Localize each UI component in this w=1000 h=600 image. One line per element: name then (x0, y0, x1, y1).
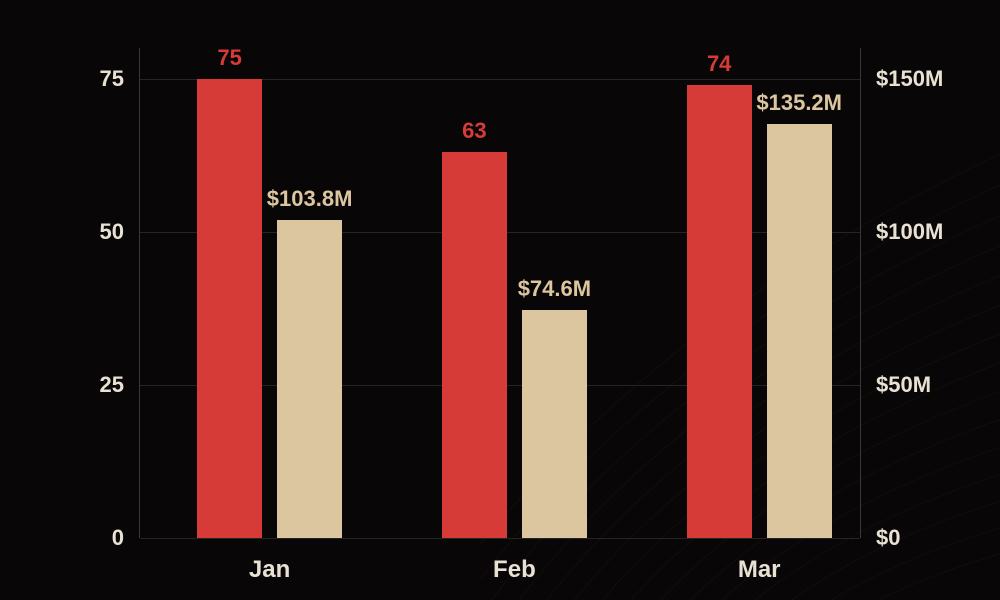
y-left-tick-label: 75 (100, 66, 124, 92)
y-axis-left-line (139, 48, 140, 538)
y-right-tick-label: $150M (876, 66, 943, 92)
y-left-tick-label: 25 (100, 372, 124, 398)
stage: 0255075 $0$50M$100M$150M 75$103.8M63$74.… (0, 0, 1000, 600)
bar-count: 74 (687, 85, 752, 538)
gridline (140, 538, 860, 539)
bar-amount: $135.2M (767, 124, 832, 538)
plot-area: 0255075 $0$50M$100M$150M 75$103.8M63$74.… (140, 48, 860, 538)
bar-amount-label: $103.8M (267, 186, 353, 212)
bar-count: 75 (197, 79, 262, 538)
x-axis-label: Feb (493, 556, 536, 584)
bar-amount-label: $135.2M (756, 90, 842, 116)
bar-amount: $74.6M (522, 310, 587, 538)
bar-amount: $103.8M (277, 220, 342, 538)
y-left-tick-label: 0 (112, 525, 124, 551)
y-right-tick-label: $50M (876, 372, 931, 398)
y-right-tick-label: $0 (876, 525, 900, 551)
x-axis-label: Jan (249, 556, 290, 584)
bar-amount-label: $74.6M (518, 276, 591, 302)
bar-count: 63 (442, 152, 507, 538)
bar-count-label: 74 (707, 51, 731, 77)
y-axis-right-line (860, 48, 861, 538)
y-left-tick-label: 50 (100, 219, 124, 245)
y-right-tick-label: $100M (876, 219, 943, 245)
bar-count-label: 63 (462, 118, 486, 144)
bar-count-label: 75 (217, 45, 241, 71)
x-axis-label: Mar (738, 556, 781, 584)
